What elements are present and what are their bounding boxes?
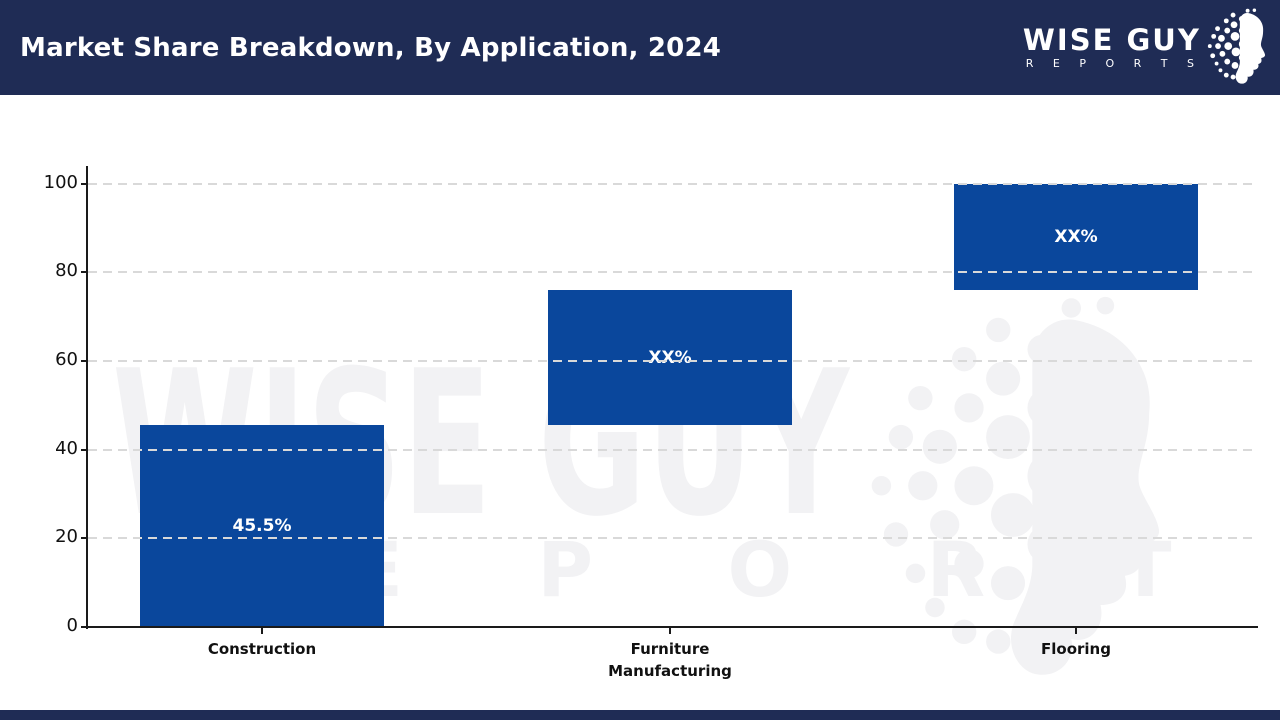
category-label-2: Furniture Manufacturing: [608, 640, 732, 680]
y-axis-line: [86, 166, 88, 629]
page-title: Market Share Breakdown, By Application, …: [20, 32, 722, 63]
y-tick-40: [81, 448, 88, 451]
y-tick-label-100: 100: [43, 171, 78, 193]
y-tick-label-0: 0: [66, 615, 78, 636]
y-tick-label-40: 40: [55, 437, 78, 459]
brand-subtitle: R E P O R T S: [1025, 57, 1202, 70]
y-tick-20: [81, 537, 88, 540]
y-tick-80: [81, 271, 88, 274]
x-tick-3: [1075, 628, 1077, 634]
gridline-100: [88, 182, 1258, 185]
footer-bar: [0, 710, 1280, 720]
y-tick-label-20: 20: [55, 526, 78, 548]
brand-logo: WISE GUY R E P O R T S: [1022, 7, 1280, 89]
header-bar: Market Share Breakdown, By Application, …: [0, 0, 1280, 95]
x-axis-line: [86, 626, 1258, 628]
bar-segment-3: XX%: [954, 183, 1198, 290]
category-label-3: Flooring: [1041, 640, 1111, 658]
bar-segment-1: 45.5%: [140, 425, 384, 627]
y-tick-label-60: 60: [55, 348, 78, 370]
category-label-1: Construction: [207, 640, 317, 658]
bar-value-label: 45.5%: [232, 516, 292, 537]
chart-area: WISE GUY R E P O R T S 02040608010045.5%…: [0, 95, 1280, 710]
x-tick-1: [261, 628, 263, 634]
gridline-80: [88, 271, 1258, 274]
gridline-40: [88, 448, 1258, 451]
bar-value-label: XX%: [648, 347, 692, 368]
bar-segment-2: XX%: [548, 289, 792, 426]
brand-logo-text: WISE GUY R E P O R T S: [1022, 23, 1202, 70]
y-tick-100: [81, 182, 88, 185]
y-tick-60: [81, 359, 88, 362]
y-tick-label-80: 80: [55, 260, 78, 282]
brand-name: WISE GUY: [1022, 23, 1201, 57]
y-tick-0: [81, 626, 88, 628]
gridline-20: [88, 537, 1258, 540]
gridline-60: [88, 359, 1258, 362]
x-tick-2: [669, 628, 671, 634]
brand-face-icon: [1207, 7, 1266, 84]
bar-value-label: XX%: [1054, 226, 1098, 247]
